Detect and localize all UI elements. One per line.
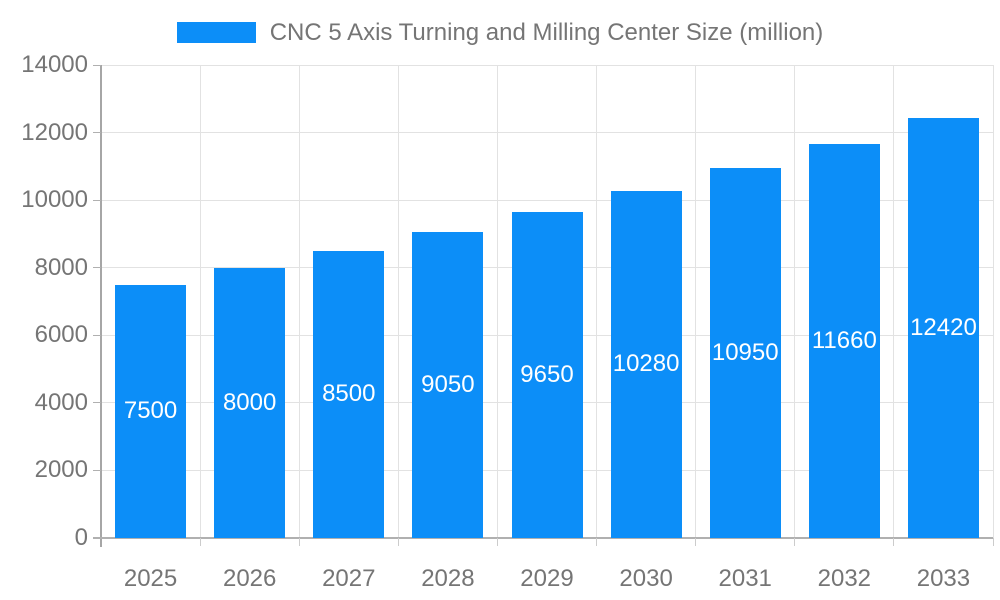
bar[interactable]: 9650 [511, 211, 583, 538]
x-tick [992, 538, 994, 546]
bar[interactable]: 10950 [709, 168, 781, 538]
bar-value-label: 10950 [711, 339, 779, 366]
gridline-v [596, 65, 598, 538]
gridline-v [298, 65, 300, 538]
x-tick [496, 538, 498, 546]
gridline-v [695, 65, 697, 538]
x-tick [298, 538, 300, 546]
y-axis-tick-label: 2000 [34, 456, 88, 484]
y-tick [93, 537, 101, 539]
legend-swatch [176, 22, 256, 43]
y-tick [93, 199, 101, 201]
x-axis-tick-label: 2030 [619, 565, 673, 592]
bar-value-label: 9050 [421, 371, 475, 399]
gridline-h [101, 199, 993, 201]
bar-value-label: 9650 [520, 360, 574, 388]
x-axis-tick-label: 2031 [718, 565, 772, 592]
bar[interactable]: 7500 [115, 284, 187, 538]
x-axis-tick-label: 2025 [123, 565, 178, 592]
bar[interactable]: 8000 [214, 267, 286, 538]
y-tick [93, 469, 101, 471]
y-axis-line [100, 65, 102, 547]
x-axis-tick-label: 2029 [520, 565, 574, 592]
x-tick [596, 538, 598, 546]
legend-label: CNC 5 Axis Turning and Milling Center Si… [269, 18, 824, 46]
legend[interactable]: CNC 5 Axis Turning and Milling Center Si… [0, 19, 1000, 46]
x-tick [893, 538, 895, 546]
x-axis-tick-label: 2032 [817, 565, 872, 592]
gridline-v [199, 65, 201, 538]
x-tick [695, 538, 697, 546]
x-axis-tick-label: 2026 [222, 565, 277, 592]
x-tick [199, 538, 201, 546]
y-axis-tick-label: 4000 [34, 388, 88, 416]
bar-value-label: 12420 [910, 314, 977, 342]
x-tick [794, 538, 796, 546]
bar-value-label: 8000 [222, 388, 277, 416]
y-axis-tick-label: 12000 [21, 118, 88, 146]
gridline-h [101, 132, 993, 134]
bar[interactable]: 9050 [412, 232, 484, 538]
y-axis-tick-label: 0 [74, 524, 88, 551]
gridline-v [496, 65, 498, 538]
bar[interactable]: 10280 [610, 190, 682, 538]
bar[interactable]: 11660 [808, 144, 880, 538]
gridline-h [101, 64, 993, 66]
bar-value-label: 8500 [322, 380, 376, 408]
y-tick [93, 267, 101, 269]
y-tick [93, 334, 101, 336]
x-axis-line [93, 537, 993, 539]
bar[interactable]: 12420 [907, 118, 979, 538]
bar-value-label: 11660 [811, 327, 877, 355]
x-axis-tick-label: 2033 [916, 565, 971, 592]
gridline-v [397, 65, 399, 538]
y-axis-tick-label: 10000 [21, 186, 88, 214]
bar-value-label: 10280 [612, 350, 680, 378]
gridline-v [794, 65, 796, 538]
y-tick [93, 64, 101, 66]
x-axis-tick-label: 2027 [322, 565, 376, 592]
bar-value-label: 7500 [123, 397, 178, 425]
gridline-v [992, 65, 994, 538]
gridline-v [893, 65, 895, 538]
y-axis-tick-label: 14000 [21, 51, 88, 78]
bar[interactable]: 8500 [313, 250, 385, 538]
x-tick [397, 538, 399, 546]
y-axis-tick-label: 6000 [34, 321, 88, 349]
y-tick [93, 132, 101, 134]
y-tick [93, 402, 101, 404]
x-axis-tick-label: 2028 [421, 565, 475, 592]
y-axis-tick-label: 8000 [34, 253, 88, 281]
